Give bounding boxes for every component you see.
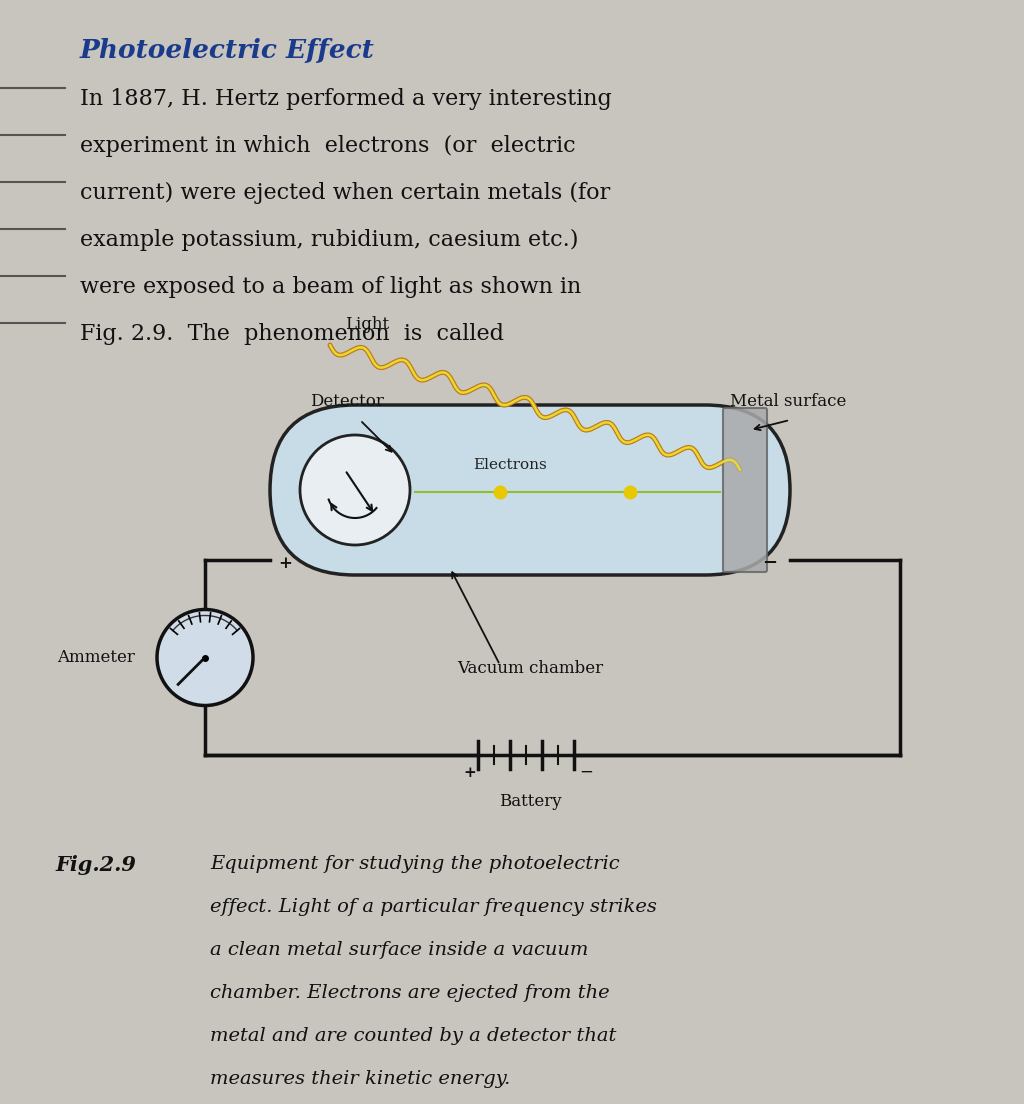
Text: example potassium, rubidium, caesium etc.): example potassium, rubidium, caesium etc… xyxy=(80,229,579,251)
Text: −: − xyxy=(763,554,777,572)
FancyBboxPatch shape xyxy=(270,405,790,575)
Text: a clean metal surface inside a vacuum: a clean metal surface inside a vacuum xyxy=(210,941,589,959)
Text: were exposed to a beam of light as shown in: were exposed to a beam of light as shown… xyxy=(80,276,582,298)
Text: Photoelectric Effect: Photoelectric Effect xyxy=(80,38,375,63)
Text: +: + xyxy=(279,554,292,572)
Text: Electrons: Electrons xyxy=(473,458,547,473)
Text: Fig.2.9: Fig.2.9 xyxy=(55,854,136,875)
Text: +: + xyxy=(464,766,476,781)
Text: Ammeter: Ammeter xyxy=(57,649,135,666)
Text: In 1887, H. Hertz performed a very interesting: In 1887, H. Hertz performed a very inter… xyxy=(80,88,611,110)
Text: Detector: Detector xyxy=(310,393,384,410)
Circle shape xyxy=(157,609,253,705)
Text: chamber. Electrons are ejected from the: chamber. Electrons are ejected from the xyxy=(210,984,609,1002)
Text: effect. Light of a particular frequency strikes: effect. Light of a particular frequency … xyxy=(210,898,656,916)
Text: experiment in which  electrons  (or  electric: experiment in which electrons (or electr… xyxy=(80,135,575,157)
Text: Fig. 2.9.  The  phenomenon  is  called: Fig. 2.9. The phenomenon is called xyxy=(80,323,504,344)
Circle shape xyxy=(300,435,410,545)
Text: Vacuum chamber: Vacuum chamber xyxy=(457,660,603,677)
Text: current) were ejected when certain metals (for: current) were ejected when certain metal… xyxy=(80,182,610,204)
Text: Light: Light xyxy=(345,316,389,333)
Text: Equipment for studying the photoelectric: Equipment for studying the photoelectric xyxy=(210,854,620,873)
FancyBboxPatch shape xyxy=(723,408,767,572)
Text: metal and are counted by a detector that: metal and are counted by a detector that xyxy=(210,1027,616,1045)
Text: measures their kinetic energy.: measures their kinetic energy. xyxy=(210,1070,510,1089)
Text: Battery: Battery xyxy=(499,793,561,810)
Text: Metal surface: Metal surface xyxy=(730,393,847,410)
Text: −: − xyxy=(579,764,593,781)
